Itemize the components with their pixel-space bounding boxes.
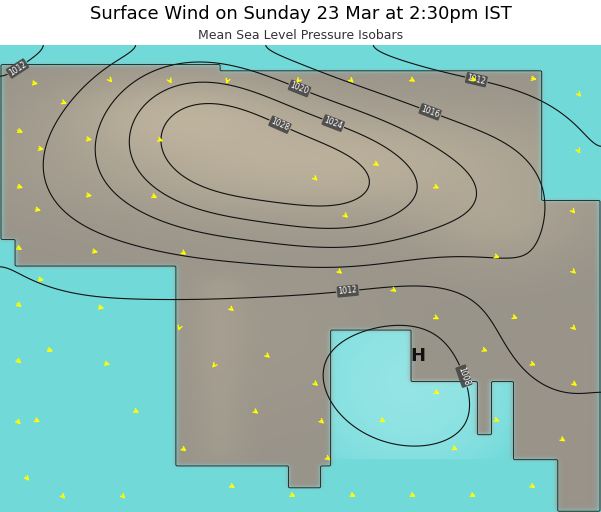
Text: 1028: 1028 [269,117,290,133]
Text: Mean Sea Level Pressure Isobars: Mean Sea Level Pressure Isobars [198,29,403,41]
Text: 1012: 1012 [7,59,28,77]
Text: 1016: 1016 [419,104,441,119]
Text: 1012: 1012 [338,286,358,296]
Text: 1012: 1012 [466,73,487,86]
Text: Surface Wind on Sunday 23 Mar at 2:30pm IST: Surface Wind on Sunday 23 Mar at 2:30pm … [90,5,511,23]
Text: H: H [410,347,426,366]
Text: 1008: 1008 [457,366,471,387]
Text: 1024: 1024 [323,116,344,131]
Text: 1020: 1020 [289,81,310,96]
